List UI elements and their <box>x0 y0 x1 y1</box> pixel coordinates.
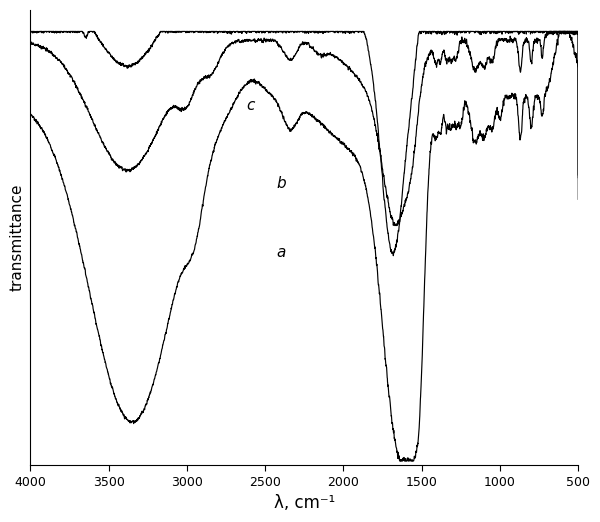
Y-axis label: transmittance: transmittance <box>10 184 25 291</box>
Text: b: b <box>276 175 286 191</box>
X-axis label: λ, cm⁻¹: λ, cm⁻¹ <box>274 494 335 512</box>
Text: a: a <box>276 245 286 260</box>
Text: c: c <box>247 98 255 113</box>
